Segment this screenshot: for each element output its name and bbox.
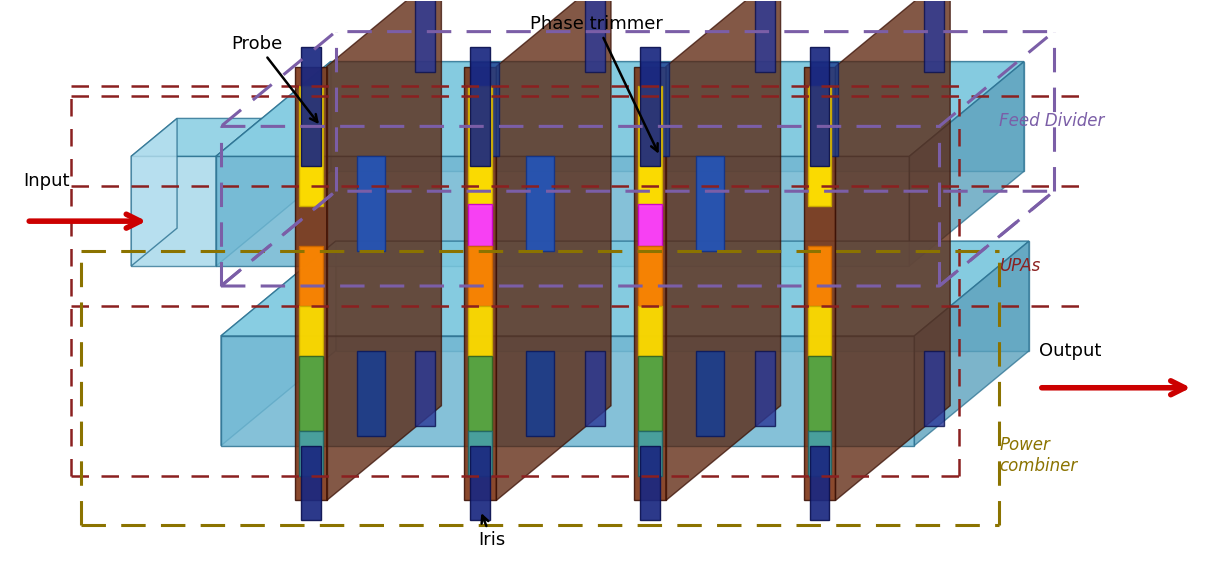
Polygon shape bbox=[803, 67, 835, 501]
Bar bbox=[641, 62, 669, 156]
Bar bbox=[809, 446, 829, 521]
Text: Output: Output bbox=[1039, 342, 1101, 360]
Polygon shape bbox=[496, 0, 611, 501]
Polygon shape bbox=[465, 67, 496, 501]
Bar bbox=[416, 0, 435, 71]
Bar bbox=[640, 47, 659, 166]
Bar bbox=[638, 306, 662, 356]
Polygon shape bbox=[221, 241, 336, 446]
Bar bbox=[470, 47, 491, 166]
Bar bbox=[301, 446, 321, 521]
Bar bbox=[585, 0, 605, 71]
Bar bbox=[469, 356, 492, 431]
Bar bbox=[357, 351, 385, 435]
Bar bbox=[638, 431, 662, 476]
Polygon shape bbox=[132, 119, 262, 156]
Polygon shape bbox=[295, 67, 327, 501]
Bar bbox=[808, 86, 831, 206]
Text: UPAs: UPAs bbox=[999, 257, 1041, 275]
Bar bbox=[809, 47, 829, 166]
Bar bbox=[755, 351, 775, 426]
Polygon shape bbox=[835, 0, 951, 501]
Bar bbox=[808, 246, 831, 306]
Bar bbox=[808, 306, 831, 356]
Bar bbox=[471, 62, 499, 156]
Bar bbox=[469, 204, 492, 246]
Bar bbox=[299, 246, 322, 306]
Polygon shape bbox=[336, 241, 1030, 351]
Text: Input: Input bbox=[23, 172, 70, 190]
Bar bbox=[640, 446, 659, 521]
Bar bbox=[526, 351, 555, 435]
Polygon shape bbox=[909, 62, 1025, 266]
Polygon shape bbox=[665, 0, 781, 501]
Bar bbox=[755, 0, 775, 71]
Bar bbox=[357, 156, 385, 251]
Bar bbox=[299, 356, 322, 431]
Bar bbox=[696, 156, 723, 251]
Polygon shape bbox=[327, 0, 442, 501]
Bar bbox=[811, 62, 839, 156]
Polygon shape bbox=[132, 119, 177, 266]
Bar bbox=[696, 351, 723, 435]
Bar bbox=[469, 306, 492, 356]
Bar bbox=[469, 246, 492, 306]
Bar bbox=[808, 356, 831, 431]
Text: Power
combiner: Power combiner bbox=[999, 436, 1077, 475]
Polygon shape bbox=[216, 62, 1025, 156]
Bar bbox=[299, 431, 322, 476]
Bar bbox=[299, 306, 322, 356]
Polygon shape bbox=[221, 336, 914, 446]
Text: Phase trimmer: Phase trimmer bbox=[530, 14, 663, 151]
Bar bbox=[924, 0, 945, 71]
Text: Probe: Probe bbox=[231, 35, 317, 122]
Bar bbox=[638, 204, 662, 246]
Bar bbox=[585, 351, 605, 426]
Polygon shape bbox=[221, 241, 1030, 336]
Bar bbox=[638, 86, 662, 206]
Bar bbox=[808, 431, 831, 476]
Bar bbox=[470, 446, 491, 521]
Bar bbox=[416, 351, 435, 426]
Bar bbox=[299, 86, 322, 206]
Polygon shape bbox=[633, 67, 665, 501]
Bar bbox=[924, 351, 945, 426]
Bar bbox=[638, 246, 662, 306]
Bar bbox=[638, 356, 662, 431]
Polygon shape bbox=[216, 156, 909, 266]
Bar bbox=[526, 156, 555, 251]
Bar bbox=[469, 431, 492, 476]
Polygon shape bbox=[216, 62, 331, 266]
Polygon shape bbox=[331, 62, 1025, 171]
Bar bbox=[301, 47, 321, 166]
Polygon shape bbox=[914, 241, 1030, 446]
Text: Iris: Iris bbox=[478, 516, 506, 550]
Text: Feed Divider: Feed Divider bbox=[999, 112, 1105, 130]
Polygon shape bbox=[132, 156, 216, 266]
Bar bbox=[469, 86, 492, 206]
